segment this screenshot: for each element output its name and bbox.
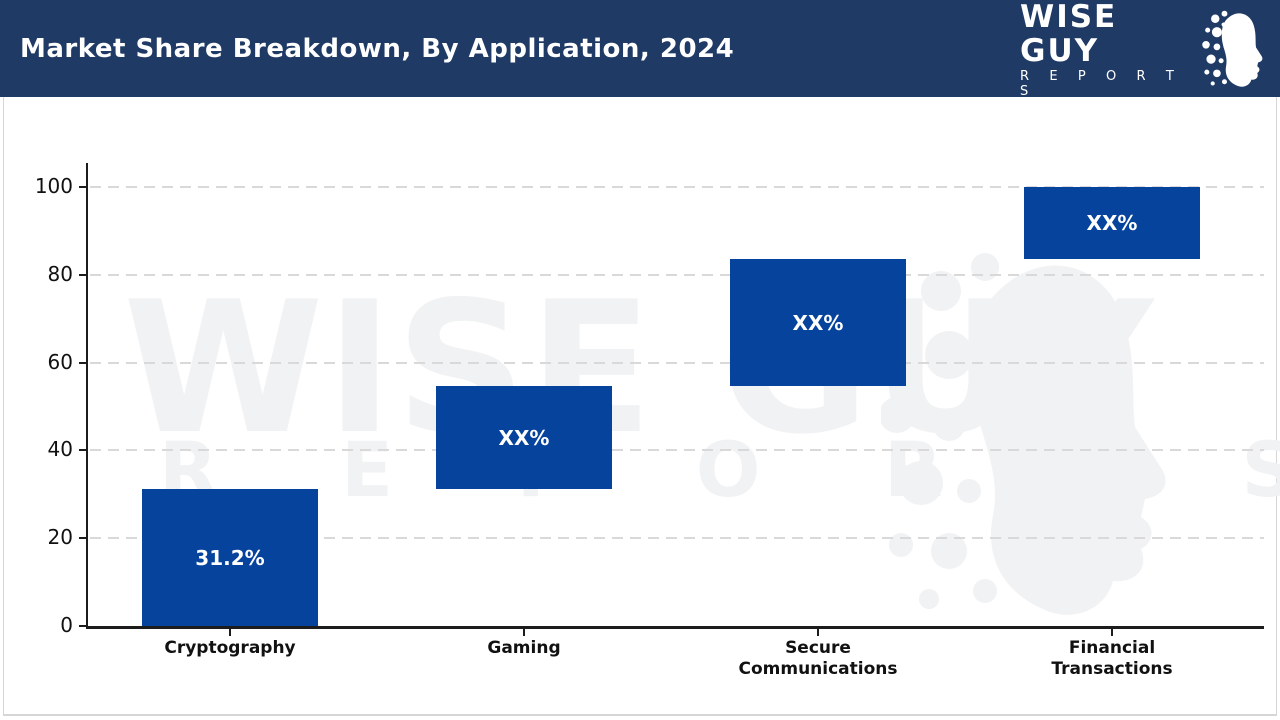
x-tick-mark [1111,629,1113,636]
brand-head-icon [1201,10,1262,87]
y-tick-mark [79,186,88,188]
x-category-label: Financial Transactions [1002,638,1222,680]
y-tick-label: 100 [34,174,73,198]
y-axis-line [86,163,88,629]
brand-logo-text: WISE GUY R E P O R T S [1020,0,1198,99]
bar-secure-communications: XX% [730,259,906,387]
x-category-label-line: Financial [1068,638,1156,658]
header-bar: Market Share Breakdown, By Application, … [0,0,1280,99]
gridline-60 [90,361,1264,364]
x-tick-mark [817,629,819,636]
x-category-label: Secure Communications [708,638,928,680]
x-tick-mark [229,629,231,636]
brand-name: WISE GUY [1020,0,1118,69]
gridline-40 [90,449,1264,452]
gridline-100 [90,186,1264,188]
x-category-label-line: Transactions [1051,659,1173,679]
x-category-label: Gaming [414,638,634,659]
x-category-label: Cryptography [120,638,340,659]
y-tick-label: 0 [60,613,73,637]
bar-gaming: XX% [436,386,612,490]
y-tick-label: 80 [47,261,73,286]
bar-cryptography: 31.2% [142,489,318,626]
gridline-20 [90,537,1264,540]
y-tick-label: 20 [47,525,73,550]
y-tick-mark [79,537,88,540]
y-tick-mark [79,449,88,452]
x-tick-mark [523,629,525,636]
bar-value-label: XX% [1086,211,1138,236]
bar-value-label: XX% [498,425,550,450]
y-tick-label: 40 [47,437,73,462]
watermark-head-icon [881,253,1166,615]
x-category-label-line: Gaming [487,638,561,658]
bar-value-label: 31.2% [195,545,265,570]
y-tick-label: 60 [47,349,73,374]
x-category-label-line: Secure [785,638,851,658]
x-category-label-line: Communications [738,659,898,679]
page-title: Market Share Breakdown, By Application, … [20,33,735,64]
bar-financial-transactions: XX% [1024,187,1200,260]
bar-value-label: XX% [792,310,844,335]
brand-logo: WISE GUY R E P O R T S [1020,0,1270,99]
brand-subname: R E P O R T S [1020,68,1195,99]
x-category-label-line: Cryptography [164,638,296,658]
x-axis-line [86,626,1264,629]
y-tick-mark [79,625,88,627]
y-tick-mark [79,361,88,364]
y-tick-mark [79,273,88,276]
gridline-80 [90,273,1264,276]
